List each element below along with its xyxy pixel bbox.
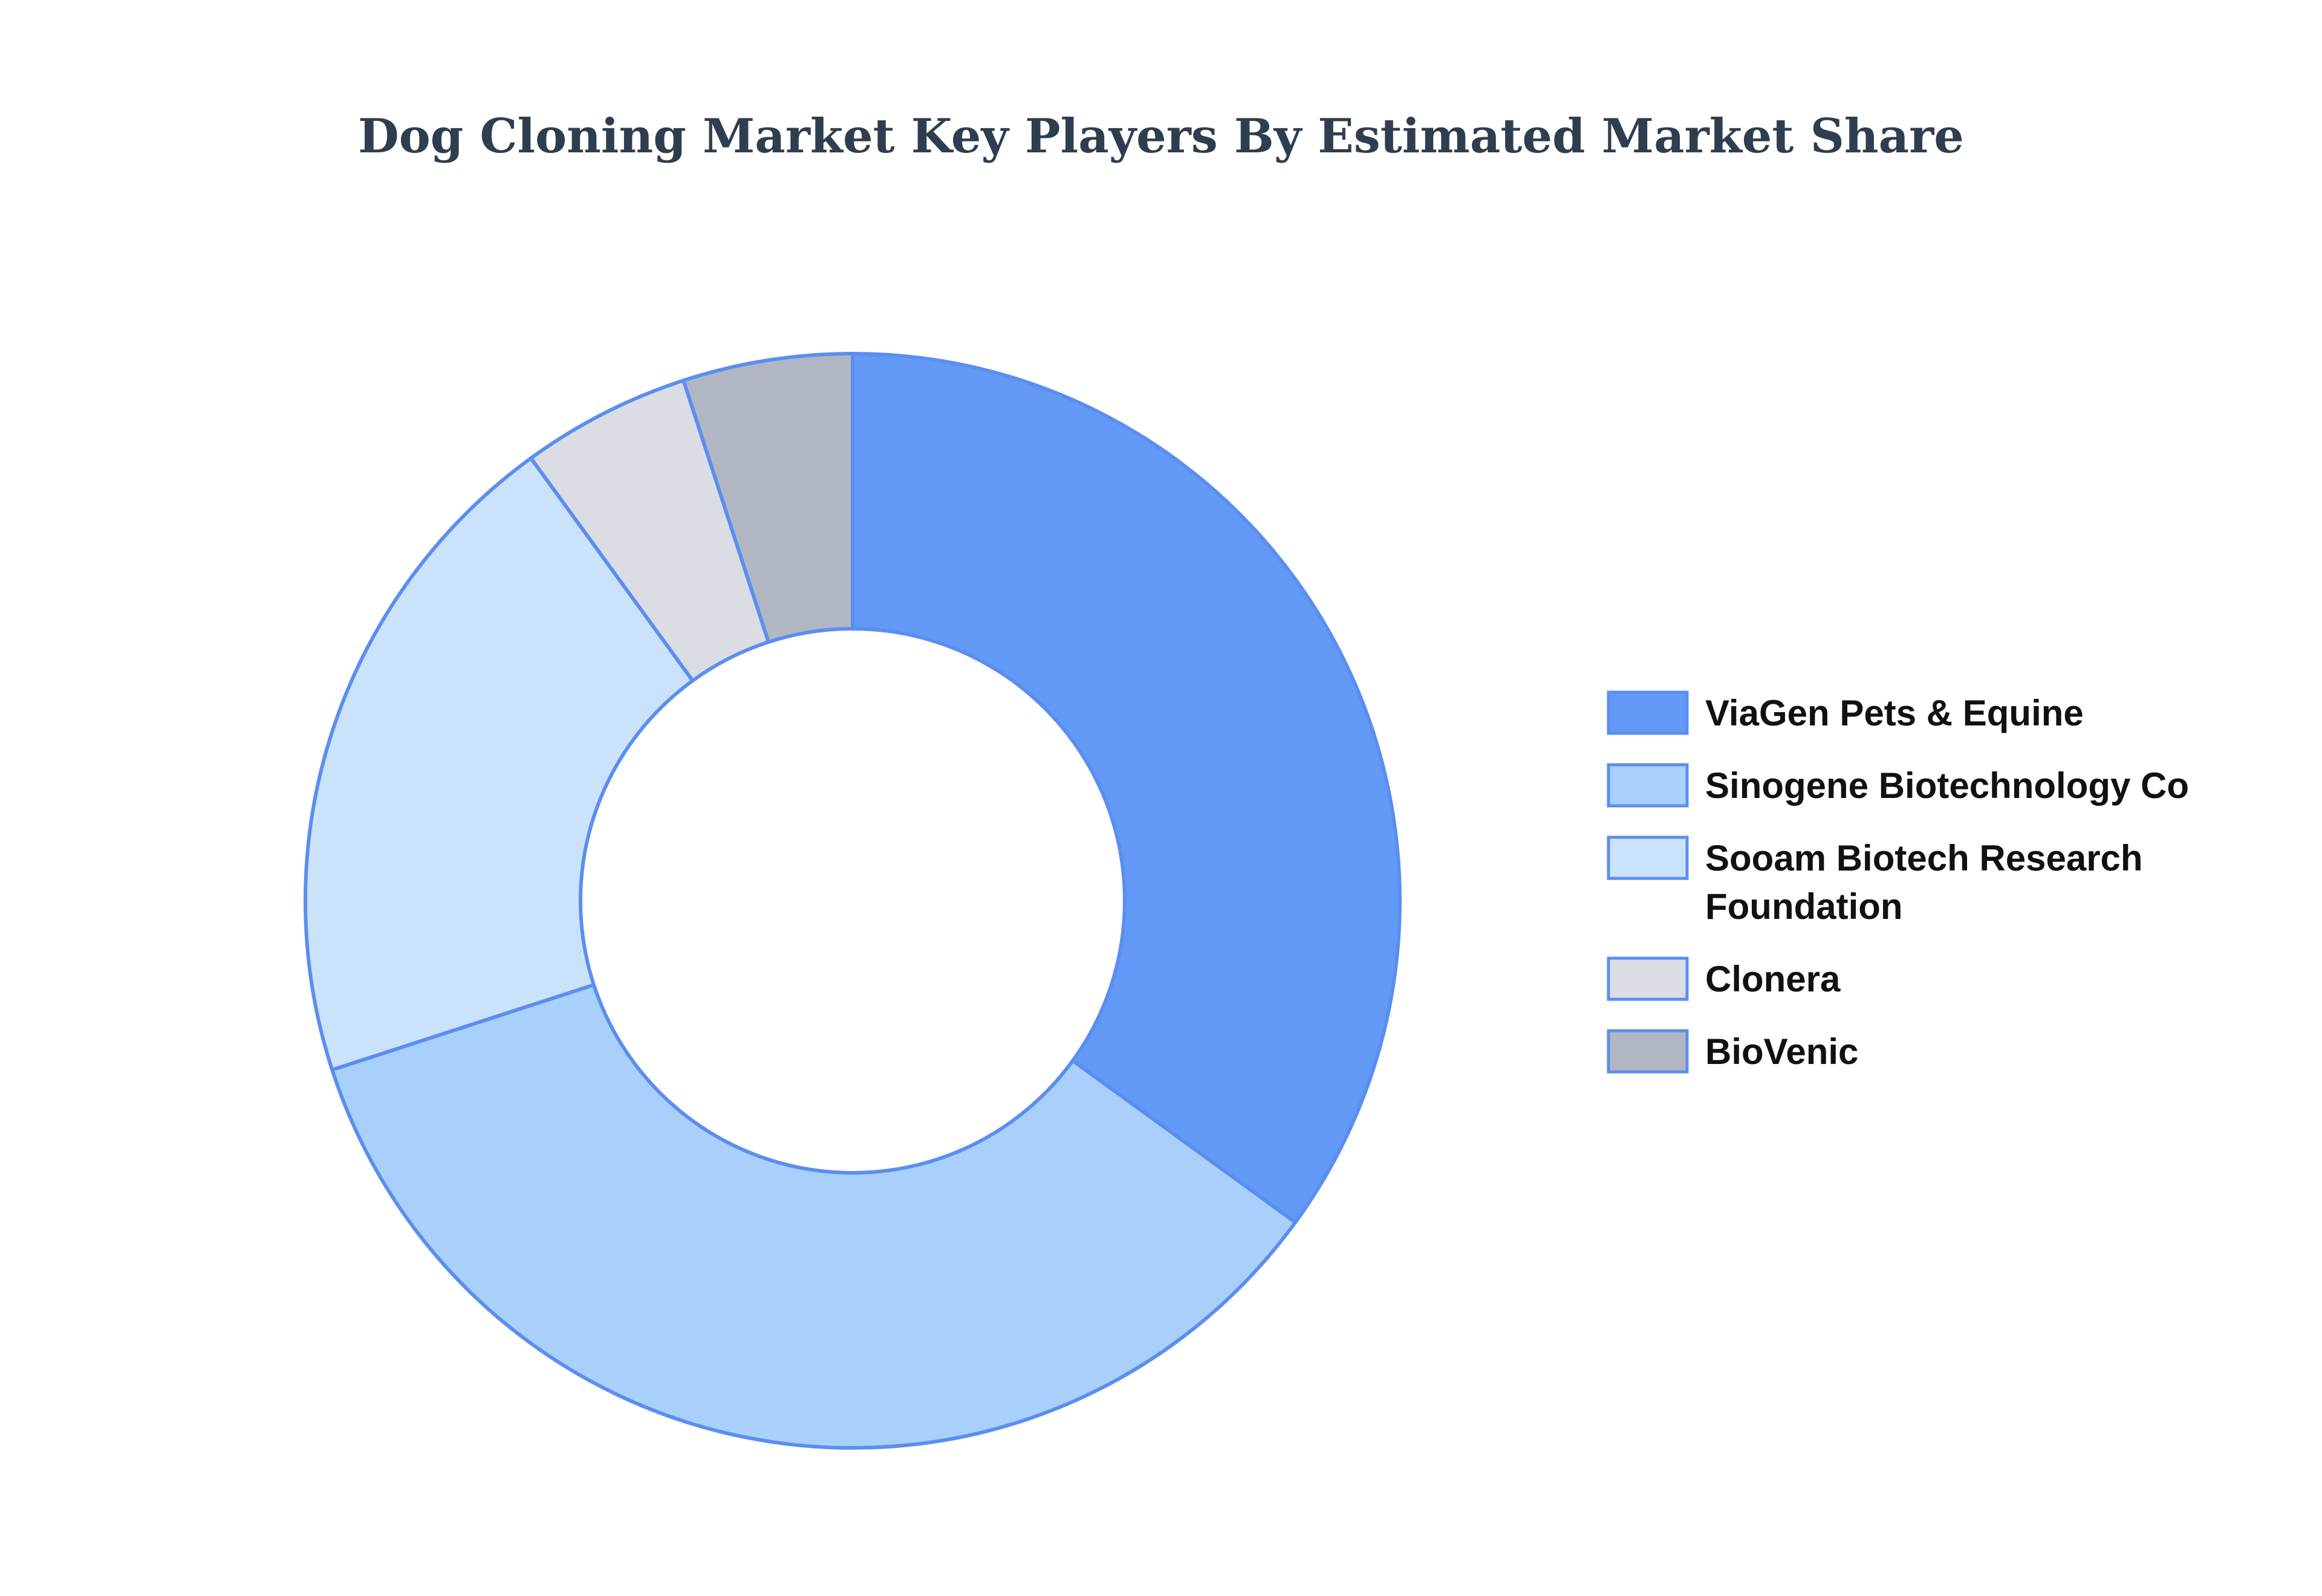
legend-label: Sinogene Biotechnology Co xyxy=(1705,765,2189,806)
legend: ViaGen Pets & Equine Sinogene Biotechnolo… xyxy=(1607,690,2189,1074)
legend-swatch xyxy=(1607,1029,1689,1074)
donut-slices xyxy=(304,352,1402,1450)
legend-swatch xyxy=(1607,956,1689,1001)
slice-biovenic xyxy=(681,352,854,644)
legend-item-sooam-biotech-research-foundation: Sooam Biotech Research Foundation xyxy=(1607,835,2143,927)
slice-sinogene-biotechnology-co xyxy=(330,983,1298,1450)
chart-title: Dog Cloning Market Key Players By Estima… xyxy=(358,109,1964,164)
legend-label: ViaGen Pets & Equine xyxy=(1705,693,2084,733)
legend-item-sinogene-biotechnology-co: Sinogene Biotechnology Co xyxy=(1607,763,2189,808)
slice-viagen-pets-and-equine xyxy=(851,352,1402,1224)
legend-swatch xyxy=(1607,835,1689,880)
legend-label: Sooam Biotech Research Foundation xyxy=(1705,838,2143,927)
legend-item-viagen-pets-and-equine: ViaGen Pets & Equine xyxy=(1607,690,2084,735)
legend-swatch xyxy=(1607,690,1689,735)
legend-item-clonera: Clonera xyxy=(1607,956,1841,1001)
legend-swatch xyxy=(1607,763,1689,808)
legend-label: Clonera xyxy=(1705,959,1841,999)
slice-sooam-biotech-research-foundation xyxy=(304,456,695,1072)
legend-label: BioVenic xyxy=(1705,1031,1858,1072)
legend-item-biovenic: BioVenic xyxy=(1607,1029,1858,1074)
